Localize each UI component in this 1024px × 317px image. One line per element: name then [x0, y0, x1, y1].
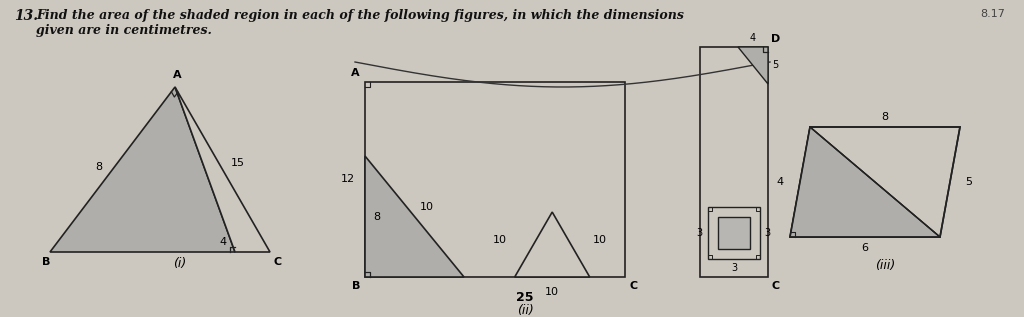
- Text: 10: 10: [420, 202, 433, 211]
- Text: 4: 4: [219, 237, 226, 247]
- Text: (i): (i): [173, 257, 186, 270]
- Text: D: D: [771, 34, 780, 44]
- Text: 8: 8: [882, 112, 889, 122]
- Text: 8.17: 8.17: [980, 9, 1005, 19]
- Text: C: C: [771, 281, 779, 291]
- Text: A: A: [173, 70, 181, 80]
- Text: 15: 15: [230, 158, 245, 169]
- Text: C: C: [629, 281, 637, 291]
- Text: 5: 5: [965, 177, 972, 187]
- Polygon shape: [738, 47, 768, 84]
- Bar: [708, 207, 760, 259]
- Text: given are in centimetres.: given are in centimetres.: [36, 24, 212, 37]
- Text: 10: 10: [493, 235, 507, 244]
- Text: 13.: 13.: [14, 9, 38, 23]
- Text: 3: 3: [696, 228, 702, 238]
- Polygon shape: [175, 87, 270, 252]
- Text: B: B: [42, 257, 50, 267]
- Text: 4: 4: [750, 33, 756, 43]
- Text: Find the area of the shaded region in each of the following figures, in which th: Find the area of the shaded region in ea…: [36, 9, 684, 22]
- Text: B: B: [351, 281, 360, 291]
- Text: 4: 4: [777, 177, 784, 187]
- Text: 25: 25: [516, 291, 534, 304]
- Text: (ii): (ii): [517, 304, 534, 317]
- Text: 8: 8: [373, 211, 380, 222]
- Text: 8: 8: [95, 163, 102, 172]
- Text: 6: 6: [861, 243, 868, 253]
- Text: 12: 12: [341, 174, 355, 184]
- Polygon shape: [790, 127, 940, 237]
- Polygon shape: [790, 127, 961, 237]
- Polygon shape: [515, 212, 590, 277]
- Bar: [700, 47, 768, 277]
- Text: C: C: [274, 257, 283, 267]
- Text: 10: 10: [545, 287, 559, 297]
- Text: (iii): (iii): [874, 259, 895, 272]
- Text: 3: 3: [764, 228, 770, 238]
- Text: 3: 3: [731, 263, 737, 273]
- Bar: [718, 217, 750, 249]
- Text: 10: 10: [593, 235, 606, 244]
- Polygon shape: [50, 87, 234, 252]
- Bar: [365, 82, 625, 277]
- Text: A: A: [351, 68, 360, 78]
- Text: 5: 5: [772, 60, 778, 70]
- Polygon shape: [365, 156, 464, 277]
